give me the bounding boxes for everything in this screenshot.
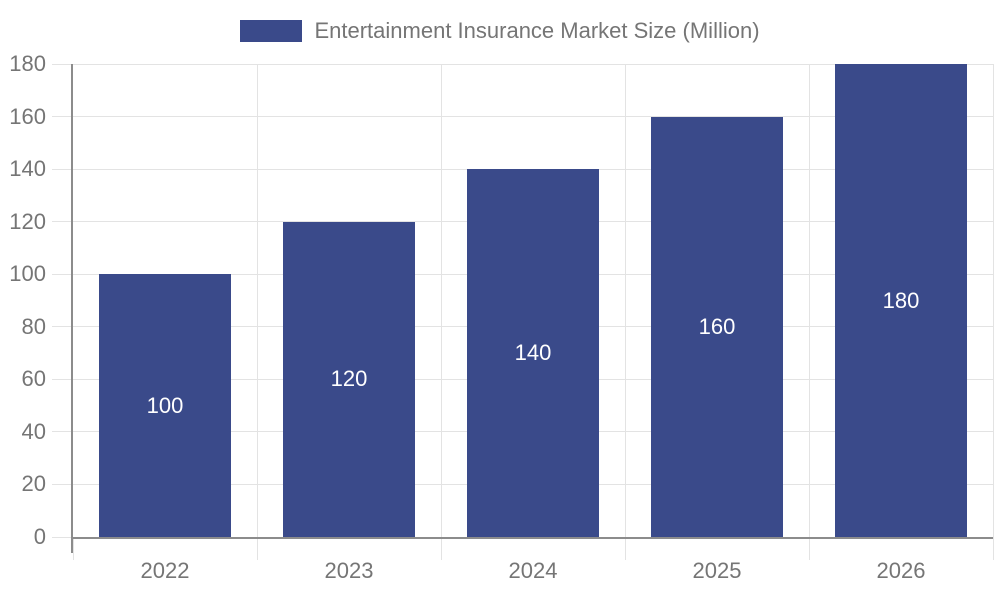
y-axis-tick-label: 120 <box>9 208 46 234</box>
y-axis-tick-label: 0 <box>33 524 46 549</box>
gridline-vertical <box>440 64 442 537</box>
x-axis-tick <box>440 537 442 560</box>
x-axis-tick-label: 2024 <box>508 558 558 583</box>
x-axis-tick <box>72 537 74 560</box>
gridline-vertical <box>256 64 258 537</box>
bar-value-label: 100 <box>146 392 184 418</box>
y-axis-tick <box>52 536 73 538</box>
y-axis-tick-label: 180 <box>9 51 46 76</box>
legend-swatch <box>240 20 303 42</box>
bar-2025[interactable] <box>651 116 783 537</box>
gridline-horizontal <box>52 63 993 65</box>
bar-value-label: 180 <box>882 287 920 313</box>
bar-value-label: 120 <box>330 366 368 392</box>
y-axis-tick-label: 160 <box>9 103 46 129</box>
y-axis-tick-label: 40 <box>21 418 46 444</box>
bar-2024[interactable] <box>467 169 599 537</box>
x-axis-tick <box>624 537 626 560</box>
gridline-vertical <box>992 64 994 537</box>
x-axis-tick <box>256 537 258 560</box>
bar-2026[interactable] <box>835 64 967 537</box>
x-axis-tick <box>808 537 810 560</box>
gridline-horizontal <box>52 116 993 118</box>
y-axis-tick-label: 140 <box>9 156 46 182</box>
y-axis-line <box>71 64 73 553</box>
gridline-vertical <box>624 64 626 537</box>
bar-2022[interactable] <box>99 274 231 537</box>
x-axis-tick-label: 2023 <box>324 558 374 583</box>
x-axis-line <box>71 537 993 539</box>
bar-2023[interactable] <box>283 221 415 537</box>
y-axis-tick-label: 100 <box>9 261 46 287</box>
gridline-vertical <box>808 64 810 537</box>
y-axis-tick-label: 20 <box>21 471 46 497</box>
x-axis-tick-label: 2022 <box>140 558 190 583</box>
legend-item[interactable]: Entertainment Insurance Market Size (Mil… <box>0 19 1000 43</box>
legend-label: Entertainment Insurance Market Size (Mil… <box>314 18 760 43</box>
y-axis-tick-label: 60 <box>21 366 46 392</box>
bar-value-label: 160 <box>698 313 736 339</box>
x-axis-tick-label: 2025 <box>692 558 742 583</box>
x-axis-tick-label: 2026 <box>876 558 926 583</box>
bar-value-label: 140 <box>514 340 552 366</box>
y-axis-tick-label: 80 <box>21 313 46 339</box>
x-axis-tick <box>992 537 994 560</box>
